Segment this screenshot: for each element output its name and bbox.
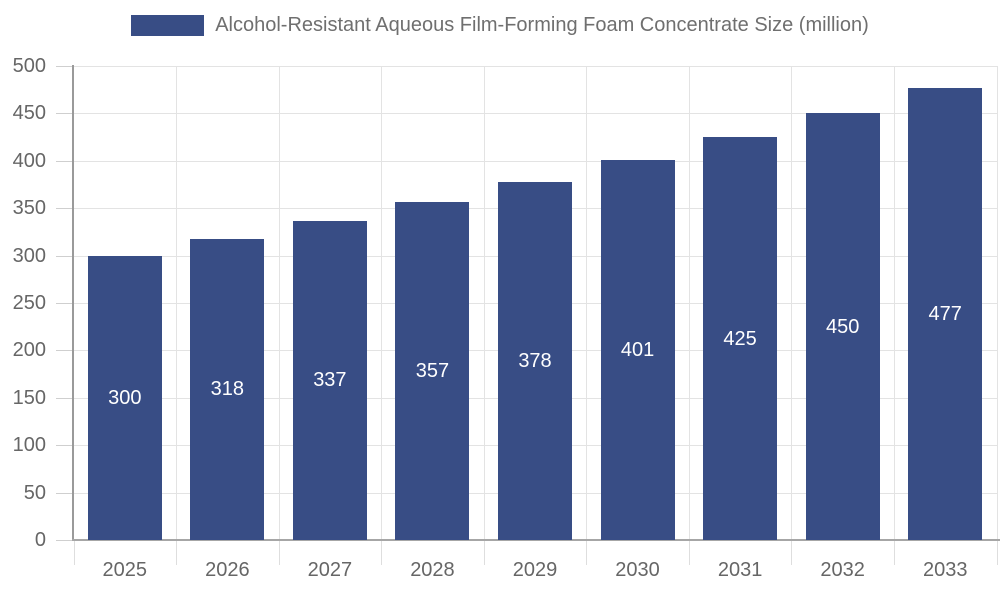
gridline-vertical xyxy=(176,66,178,540)
bar[interactable] xyxy=(908,87,983,540)
y-axis-tick xyxy=(56,350,74,352)
y-axis-label: 100 xyxy=(12,434,46,457)
x-axis-tick xyxy=(73,541,75,565)
bar[interactable] xyxy=(498,181,572,540)
y-axis-label: 500 xyxy=(12,55,46,77)
y-axis-tick xyxy=(56,160,74,162)
y-axis-tick xyxy=(56,492,74,494)
x-axis-label: 2029 xyxy=(512,559,558,581)
bar-value-label: 300 xyxy=(108,386,142,409)
bar-value-label: 318 xyxy=(210,378,245,401)
gridline-vertical xyxy=(893,66,895,540)
x-axis-label: 2033 xyxy=(922,559,968,581)
gridline-vertical xyxy=(483,66,485,540)
bar-value-label: 337 xyxy=(313,369,347,392)
gridline-vertical xyxy=(791,66,793,540)
bar[interactable] xyxy=(600,159,675,540)
x-axis-label: 2032 xyxy=(820,559,865,581)
bar-value-label: 450 xyxy=(825,315,860,338)
y-axis-label: 150 xyxy=(12,386,46,409)
x-axis-label: 2028 xyxy=(410,559,455,581)
y-axis-tick xyxy=(56,255,74,257)
x-axis-tick xyxy=(483,541,485,565)
chart-legend[interactable]: Alcohol-Resistant Aqueous Film-Forming F… xyxy=(0,14,1000,37)
x-axis-tick xyxy=(893,541,895,565)
y-axis-label: 300 xyxy=(12,244,46,267)
y-axis-tick xyxy=(56,397,74,399)
gridline-vertical xyxy=(688,66,690,540)
bar-value-label: 378 xyxy=(518,349,552,372)
bar-value-label: 477 xyxy=(928,302,962,325)
y-axis-label: 450 xyxy=(12,102,46,125)
x-axis-label: 2025 xyxy=(102,559,148,581)
gridline-horizontal xyxy=(73,113,997,115)
gridline-vertical xyxy=(586,66,588,540)
y-axis-label: 350 xyxy=(12,197,46,220)
y-axis-label: 200 xyxy=(12,339,46,362)
gridline-vertical xyxy=(996,66,998,540)
y-axis-label: 50 xyxy=(23,481,46,504)
bar[interactable] xyxy=(87,255,162,540)
y-axis-tick xyxy=(56,303,74,304)
legend-swatch[interactable] xyxy=(131,15,205,36)
bar[interactable] xyxy=(805,113,880,540)
gridline-horizontal xyxy=(73,66,997,67)
gridline-horizontal xyxy=(73,160,997,162)
gridline-vertical xyxy=(381,66,383,540)
x-axis-label: 2030 xyxy=(615,559,660,581)
x-axis-tick xyxy=(791,541,793,565)
x-axis-tick xyxy=(176,541,178,565)
legend-label[interactable]: Alcohol-Resistant Aqueous Film-Forming F… xyxy=(215,14,869,36)
x-axis-label: 2026 xyxy=(205,559,250,581)
bar[interactable] xyxy=(395,201,470,540)
bar[interactable] xyxy=(190,238,265,540)
bar[interactable] xyxy=(703,137,778,540)
y-axis-label: 400 xyxy=(12,149,46,172)
x-axis-line xyxy=(72,539,1000,541)
bar[interactable] xyxy=(292,220,367,540)
y-axis-tick xyxy=(56,208,74,210)
y-axis-tick xyxy=(56,113,74,115)
y-axis-tick xyxy=(56,66,74,67)
y-axis-label: 0 xyxy=(34,529,46,551)
bar-value-label: 425 xyxy=(723,327,757,350)
x-axis-tick xyxy=(586,541,588,565)
bar-value-label: 357 xyxy=(415,359,450,382)
x-axis-tick xyxy=(278,541,280,565)
y-axis-tick xyxy=(56,540,74,541)
x-axis-tick xyxy=(381,541,383,565)
y-axis-label: 250 xyxy=(12,292,46,314)
y-axis-line xyxy=(72,65,74,540)
x-axis-label: 2027 xyxy=(307,559,353,581)
y-axis-tick xyxy=(56,445,74,447)
x-axis-tick xyxy=(688,541,690,565)
gridline-vertical xyxy=(278,66,280,540)
bar-value-label: 401 xyxy=(620,338,655,361)
x-axis-tick xyxy=(996,541,998,565)
x-axis-label: 2031 xyxy=(717,559,763,581)
